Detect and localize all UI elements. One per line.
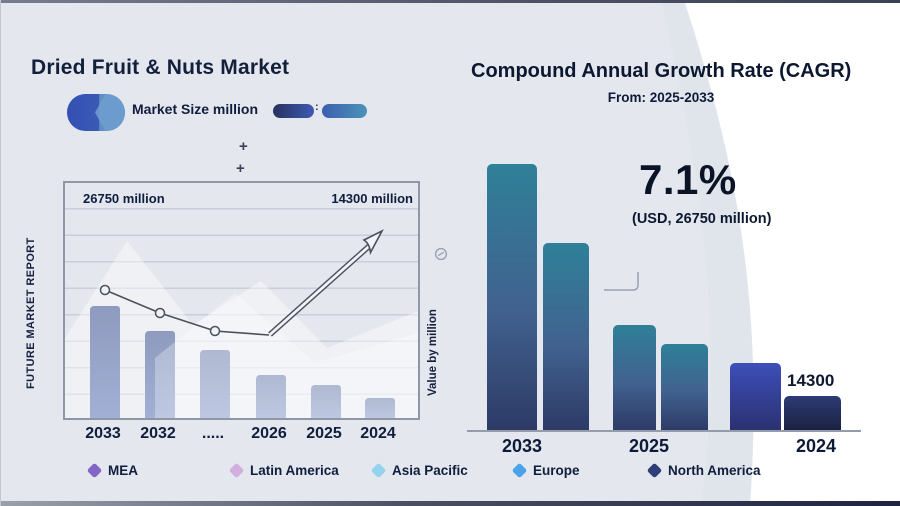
plus-icon: + <box>239 138 248 155</box>
legend-item-europe: Europe <box>511 462 580 479</box>
legend-item-asia-pacific: Asia Pacific <box>370 462 468 479</box>
right-chart-value-label: 14300 <box>787 371 835 390</box>
left-bar-2032 <box>145 331 175 418</box>
trend-marker <box>99 284 111 296</box>
plus-icon: + <box>236 160 245 177</box>
legend-label: Europe <box>533 463 580 478</box>
left-x-label: 2026 <box>251 425 287 442</box>
left-x-label: 2033 <box>85 425 121 442</box>
region-legend: MEA Latin America Asia Pacific Europe North … <box>1 462 900 487</box>
legend-label: Latin America <box>250 463 339 478</box>
legend-diamond-icon <box>511 462 528 479</box>
legend-diamond-icon <box>86 462 103 479</box>
right-chart-axis-line <box>467 430 861 432</box>
market-size-icon-facet <box>95 94 125 131</box>
bottom-frame-line <box>1 501 900 506</box>
left-chart-start-value: 26750 million <box>83 191 165 206</box>
trend-arrow-head <box>362 229 384 256</box>
right-x-label: 2033 <box>501 436 543 456</box>
market-size-label: Market Size million <box>132 101 259 117</box>
cagr-value: 7.1% <box>639 156 737 203</box>
left-x-label: 2024 <box>360 425 396 442</box>
cagr-detail: (USD, 26750 million) <box>632 211 772 227</box>
trend-marker <box>154 307 166 319</box>
ratio-separator: : <box>315 101 319 113</box>
right-x-label: 2025 <box>628 436 670 456</box>
trend-marker <box>209 325 221 337</box>
right-bar-2033-2 <box>543 243 589 431</box>
page-title: Dried Fruit & Nuts Market <box>31 56 290 79</box>
left-bar-..... <box>200 350 230 418</box>
left-x-label: 2032 <box>140 425 176 442</box>
corner-bracket-line <box>604 272 639 291</box>
left-bar-2025 <box>311 385 341 418</box>
left-x-label: 2025 <box>306 425 342 442</box>
right-bar-2024-2 <box>784 396 841 431</box>
right-bar-2024-1 <box>730 363 781 431</box>
left-x-label: ..... <box>201 425 225 442</box>
ratio-pill-left-icon <box>273 104 314 118</box>
right-bar-2025-1 <box>613 325 656 431</box>
left-bar-2024 <box>365 398 395 418</box>
left-chart-end-value: 14300 million <box>331 191 413 206</box>
trend-arrow-outline <box>268 242 373 337</box>
trend-arrow-core <box>269 243 372 336</box>
cagr-subtitle: From: 2025-2033 <box>607 90 715 105</box>
trend-line <box>104 289 270 336</box>
right-bar-2033-1 <box>487 164 537 431</box>
left-bar-2026 <box>256 375 286 418</box>
top-frame-line <box>1 0 900 3</box>
legend-label: Asia Pacific <box>392 463 468 478</box>
value-by-million-label: Value by million <box>427 309 439 397</box>
market-size-icon <box>67 94 125 131</box>
left-chart: 26750 million 14300 million <box>63 181 420 420</box>
right-bar-2025-2 <box>661 344 708 431</box>
cagr-title: Compound Annual Growth Rate (CAGR) <box>471 60 852 82</box>
legend-label: MEA <box>108 463 138 478</box>
circle-slash-icon <box>434 247 448 261</box>
left-bar-2033 <box>90 306 120 418</box>
legend-item-mea: MEA <box>86 462 138 479</box>
legend-diamond-icon <box>646 462 663 479</box>
legend-item-north-america: North America <box>646 462 761 479</box>
legend-item-latin-america: Latin America <box>228 462 339 479</box>
right-x-label: 2024 <box>795 436 837 456</box>
left-chart-side-label: FUTURE MARKET REPORT <box>25 237 37 389</box>
legend-diamond-icon <box>370 462 387 479</box>
legend-diamond-icon <box>228 462 245 479</box>
legend-label: North America <box>668 463 761 478</box>
left-chart-x-labels: 2033 2032..... 2026 2025 2024 <box>63 425 420 447</box>
ratio-pill-right-icon <box>322 104 367 118</box>
